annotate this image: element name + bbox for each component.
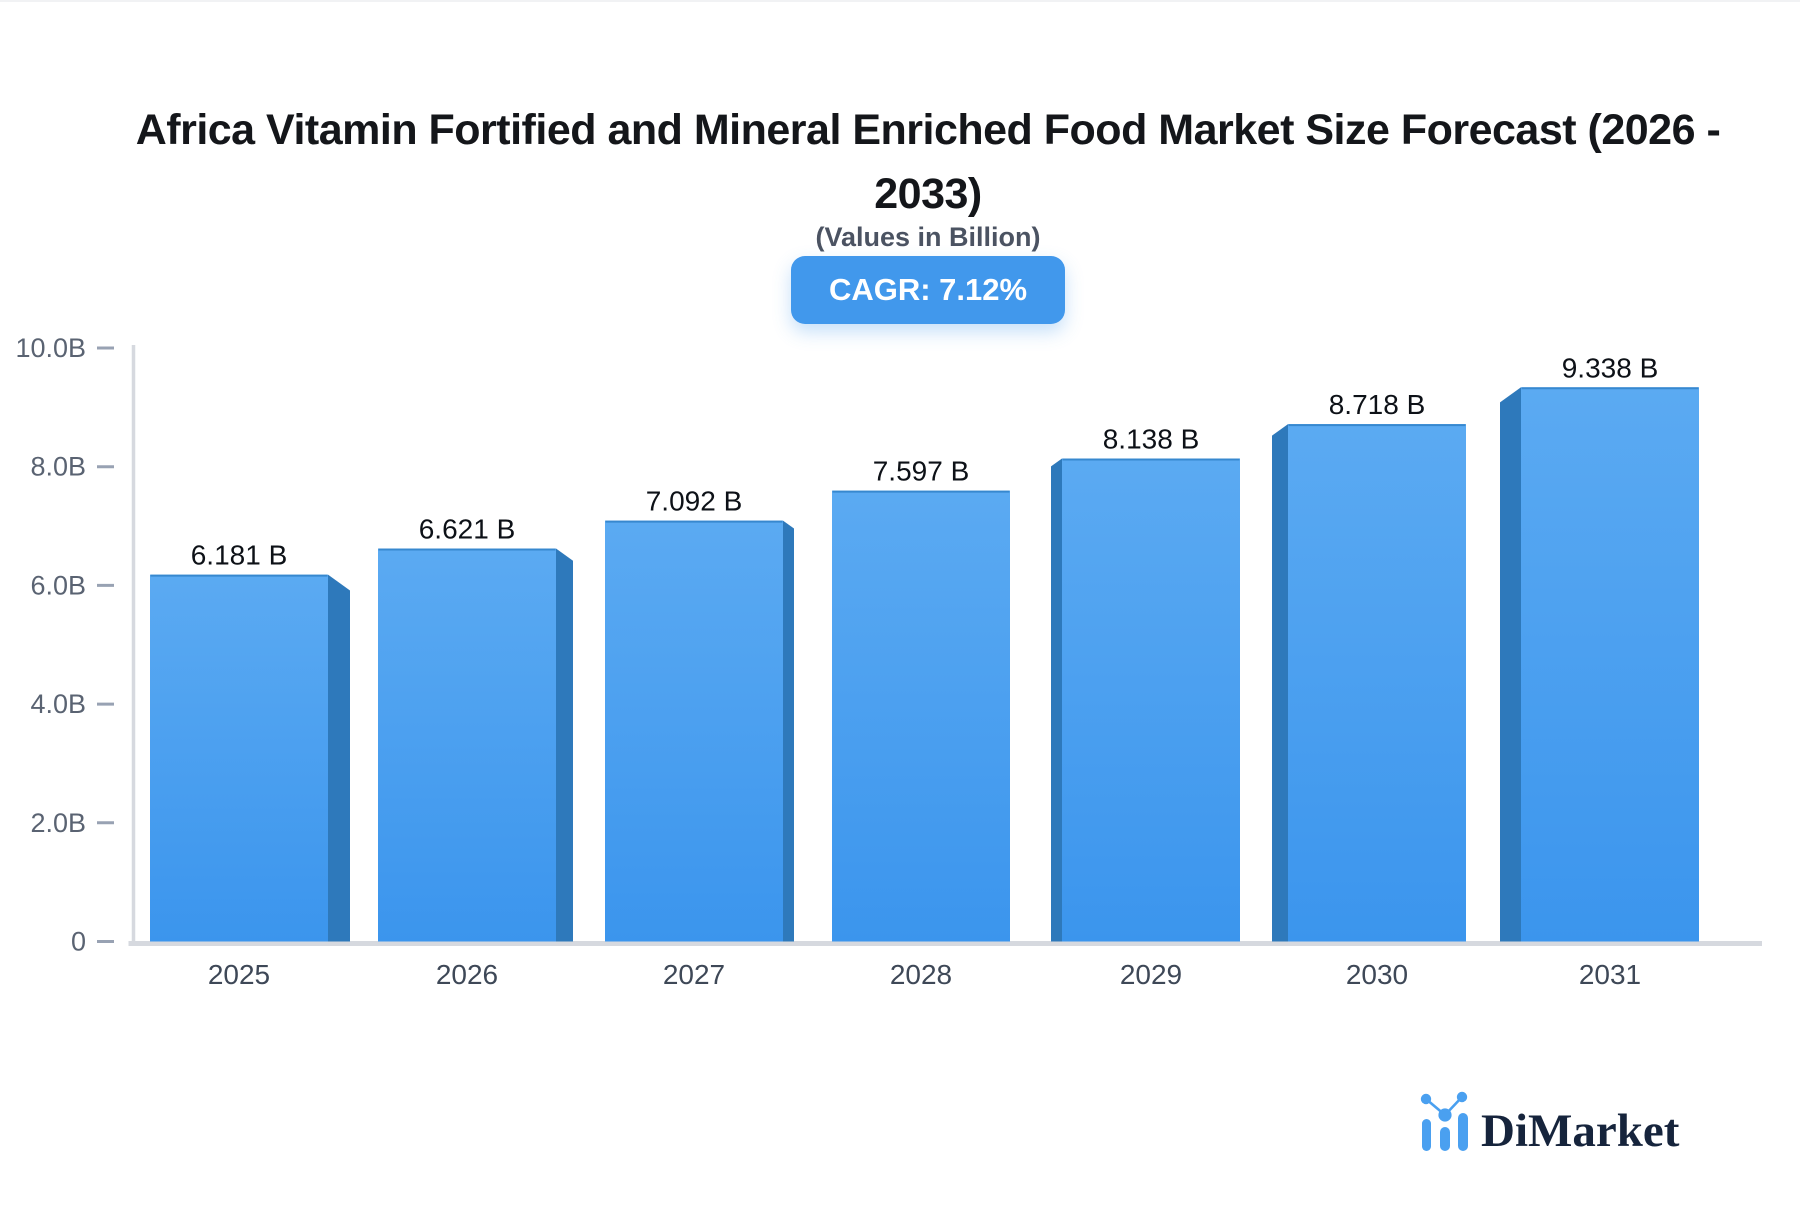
x-axis-label: 2027 — [663, 959, 725, 990]
y-axis-label: 6.0B — [30, 570, 86, 600]
bar-2028 — [832, 490, 1010, 942]
brand-logo: DiMarket — [1415, 1078, 1725, 1170]
bar-side-2027 — [783, 520, 794, 942]
bar-side-2025 — [328, 574, 350, 942]
bar-value-label: 6.181 B — [191, 540, 288, 571]
bar-side-2026 — [556, 548, 573, 942]
cagr-badge: CAGR: 7.12% — [790, 256, 1066, 324]
bar-2027 — [605, 520, 783, 942]
top-divider — [0, 0, 1800, 2]
y-axis-label: 0 — [71, 927, 86, 957]
bar-2029 — [1062, 458, 1240, 942]
bar-2025 — [150, 574, 328, 942]
y-axis-label: 8.0B — [30, 452, 86, 482]
x-axis-label: 2030 — [1346, 959, 1408, 990]
bar-value-label: 6.621 B — [419, 514, 516, 545]
cagr-badge-row: CAGR: 7.12% — [56, 256, 1800, 324]
chart-title: Africa Vitamin Fortified and Mineral Enr… — [56, 98, 1800, 226]
y-axis-label: 10.0B — [15, 333, 86, 363]
chart-title-line1: Africa Vitamin Fortified and Mineral Enr… — [135, 106, 1721, 154]
x-axis-label: 2026 — [436, 959, 498, 990]
bar-chart-sparkline-logo-icon — [1420, 1091, 1468, 1151]
y-axis-label: 4.0B — [30, 689, 86, 719]
x-axis-label: 2031 — [1579, 959, 1641, 990]
bar-value-label: 9.338 B — [1562, 352, 1659, 383]
chart-title-line2: 2033) — [874, 170, 982, 218]
bar-value-label: 8.718 B — [1329, 389, 1426, 420]
x-axis-label: 2028 — [890, 959, 952, 990]
bar-side-2031 — [1500, 387, 1521, 942]
bar-2031 — [1521, 387, 1699, 942]
bar-side-2029 — [1051, 458, 1062, 942]
bar-2026 — [378, 548, 556, 942]
bar-value-label: 7.092 B — [646, 486, 743, 517]
bar-value-label: 7.597 B — [873, 456, 970, 487]
x-axis-label: 2029 — [1120, 959, 1182, 990]
bar-value-label: 8.138 B — [1103, 424, 1200, 455]
x-axis-label: 2025 — [208, 959, 270, 990]
bar-2030 — [1288, 424, 1466, 942]
brand-logo-text: DiMarket — [1481, 1105, 1680, 1157]
chart-subtitle: (Values in Billion) — [815, 222, 1041, 252]
y-axis-label: 2.0B — [30, 808, 86, 838]
bar-side-2030 — [1272, 424, 1288, 942]
